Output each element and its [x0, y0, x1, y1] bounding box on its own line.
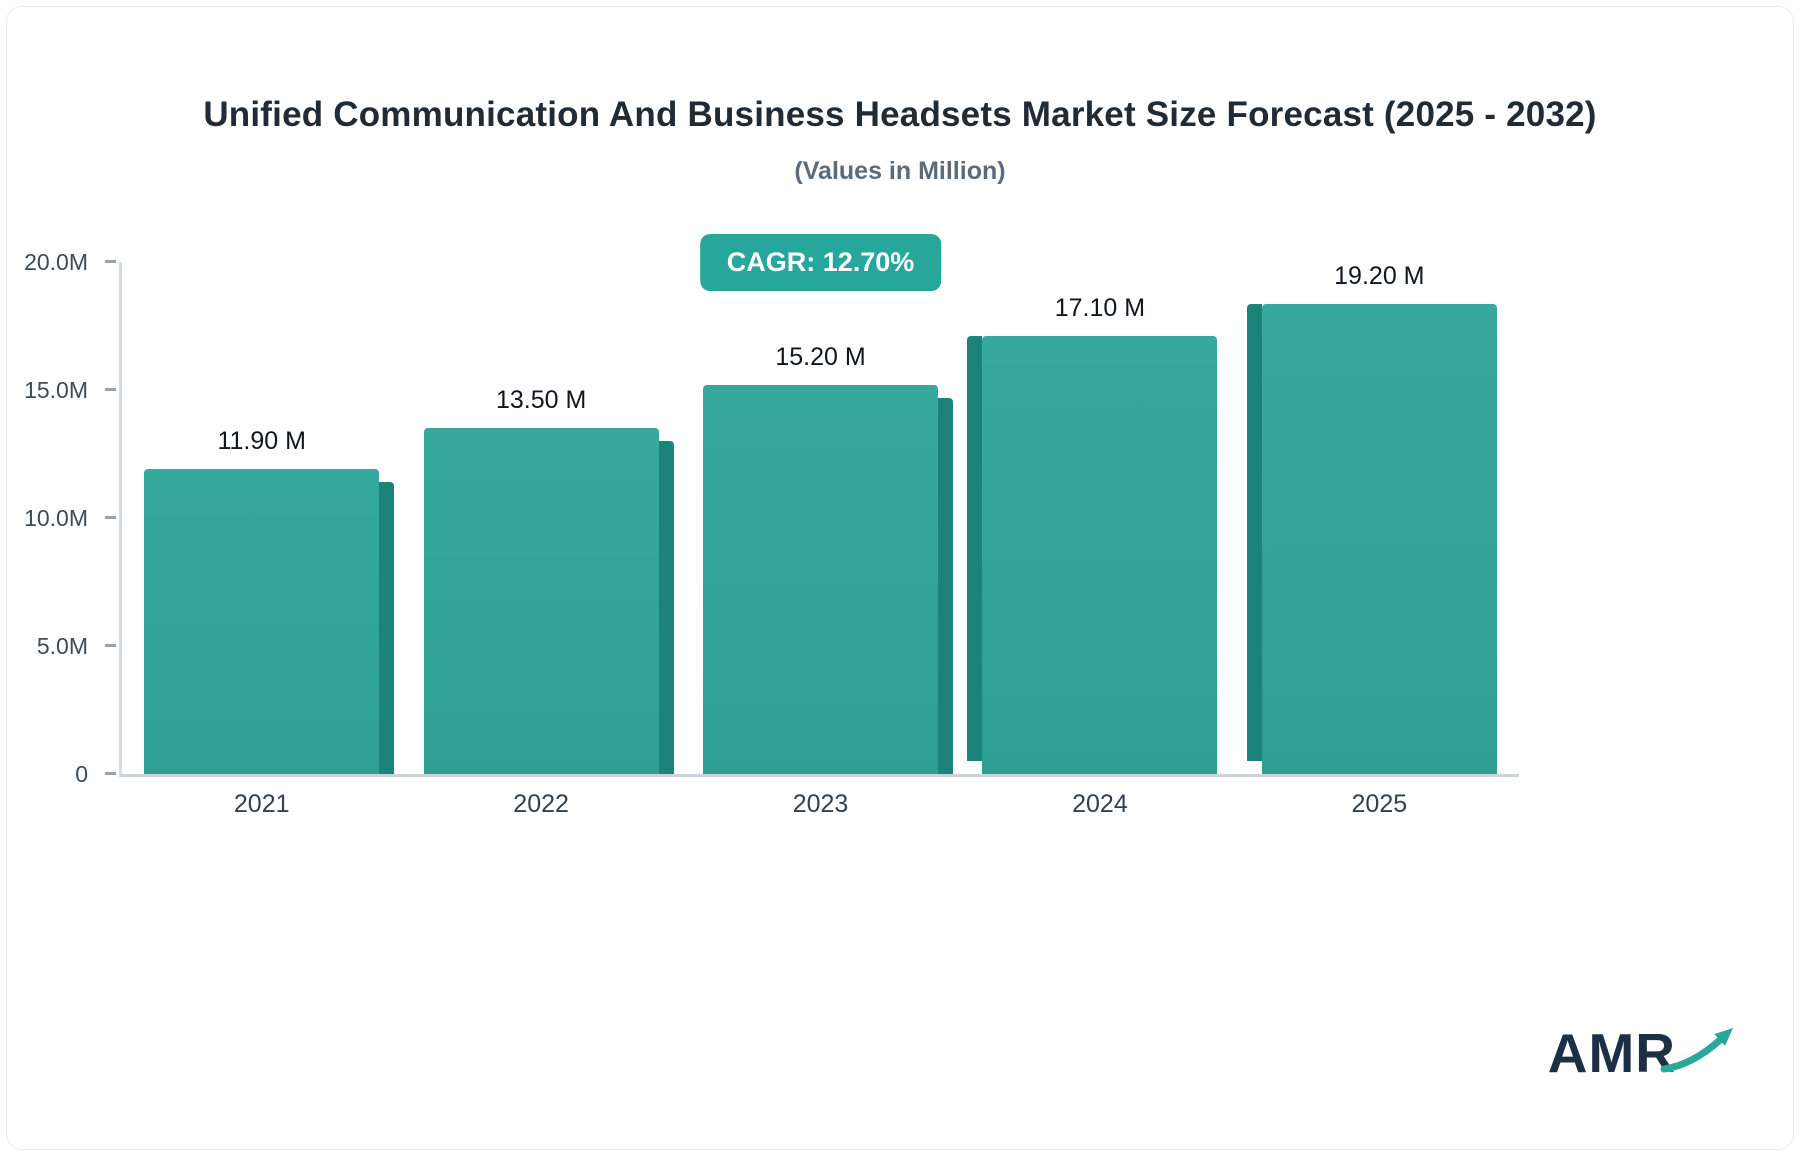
chart-title: Unified Communication And Business Heads… [203, 95, 1597, 134]
bar-3d-side [967, 336, 983, 761]
bar-value-label-2021: 11.90 M [217, 427, 306, 456]
bar-3d-side [379, 482, 395, 774]
plot-area: CAGR: 12.70% 11.90 M 13.50 M 15.20 M 17.10 … [24, 234, 1519, 818]
cagr-badge: CAGR: 12.70% [699, 234, 942, 291]
y-axis-label-15.0M: 15.0M [24, 377, 88, 403]
y-axis-tick [105, 388, 116, 391]
x-axis-label-2022: 2022 [513, 790, 569, 818]
bar-2021 [144, 469, 395, 774]
bar-value-label-2022: 13.50 M [495, 386, 587, 415]
bar-3d-side [938, 397, 954, 774]
x-axis-labels: 2021 2022 2023 2024 2025 [122, 790, 1519, 819]
x-axis-label-2023: 2023 [792, 790, 849, 818]
bar-group-2022: 13.50 M [401, 262, 680, 774]
bar-value-label-2023: 15.20 M [775, 342, 866, 371]
logo-text: AMR [1547, 1022, 1676, 1084]
y-axis-tick [105, 644, 116, 647]
x-axis-label-2025: 2025 [1351, 790, 1408, 818]
y-axis-label-20.0M: 20.0M [24, 249, 88, 275]
bar-3d-side [658, 441, 674, 774]
y-axis-label-5.0M: 5.0M [36, 633, 88, 659]
y-axis-tick [105, 516, 116, 519]
bars: 11.90 M 13.50 M 15.20 M 17.10 M 19.20 M [122, 262, 1519, 774]
y-axis-tick [105, 772, 116, 775]
bar-group-2024: 17.10 M [960, 262, 1239, 774]
bar-2023 [703, 384, 954, 774]
y-axis-label-10.0M: 10.0M [24, 505, 88, 531]
y-axis-label-0: 0 [75, 761, 88, 787]
bar-2024 [967, 336, 1218, 774]
bar-3d-side [1246, 304, 1262, 761]
bar-2025 [1246, 304, 1497, 774]
amr-logo: AMR [1548, 1023, 1738, 1081]
chart-card: Unified Communication And Business Heads… [6, 6, 1794, 1150]
chart-subtitle: (Values in Million) [794, 157, 1006, 185]
y-axis-tick [105, 260, 116, 263]
bar-group-2023: 15.20 M [681, 262, 960, 774]
bar-group-2021: 11.90 M [122, 262, 401, 774]
bar-value-label-2025: 19.20 M [1334, 262, 1425, 290]
bar-group-2025: 19.20 M [1240, 262, 1519, 774]
logo-arrow-icon [1660, 1028, 1733, 1073]
x-axis-label-2021: 2021 [233, 790, 290, 818]
x-axis-label-2024: 2024 [1072, 790, 1128, 818]
bar-2022 [423, 428, 674, 774]
bar-value-label-2024: 17.10 M [1054, 294, 1146, 323]
